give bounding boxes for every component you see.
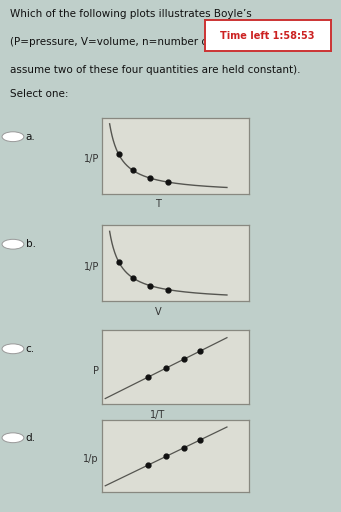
Text: Which of the following plots illustrates Boyle’s: Which of the following plots illustrates… — [10, 9, 252, 19]
Text: b.: b. — [26, 239, 35, 249]
Text: V: V — [155, 307, 161, 317]
Text: T: T — [155, 199, 161, 209]
Text: a.: a. — [26, 132, 35, 142]
Circle shape — [2, 239, 24, 249]
Circle shape — [2, 344, 24, 354]
Text: 1/T: 1/T — [150, 410, 166, 420]
Circle shape — [2, 132, 24, 142]
Text: Time left 1:58:53: Time left 1:58:53 — [220, 31, 315, 41]
Text: 1/p: 1/p — [83, 454, 99, 464]
Text: c.: c. — [26, 344, 35, 354]
Text: 1/P: 1/P — [84, 155, 99, 164]
Text: 1/P: 1/P — [84, 262, 99, 272]
Text: assume two of these four quantities are held constant).: assume two of these four quantities are … — [10, 65, 301, 75]
Text: P: P — [93, 366, 99, 376]
Circle shape — [2, 433, 24, 443]
Text: (P=pressure, V=volume, n=number of moles,: (P=pressure, V=volume, n=number of moles… — [10, 37, 250, 47]
Text: Select one:: Select one: — [10, 89, 69, 99]
Text: d.: d. — [26, 433, 35, 443]
